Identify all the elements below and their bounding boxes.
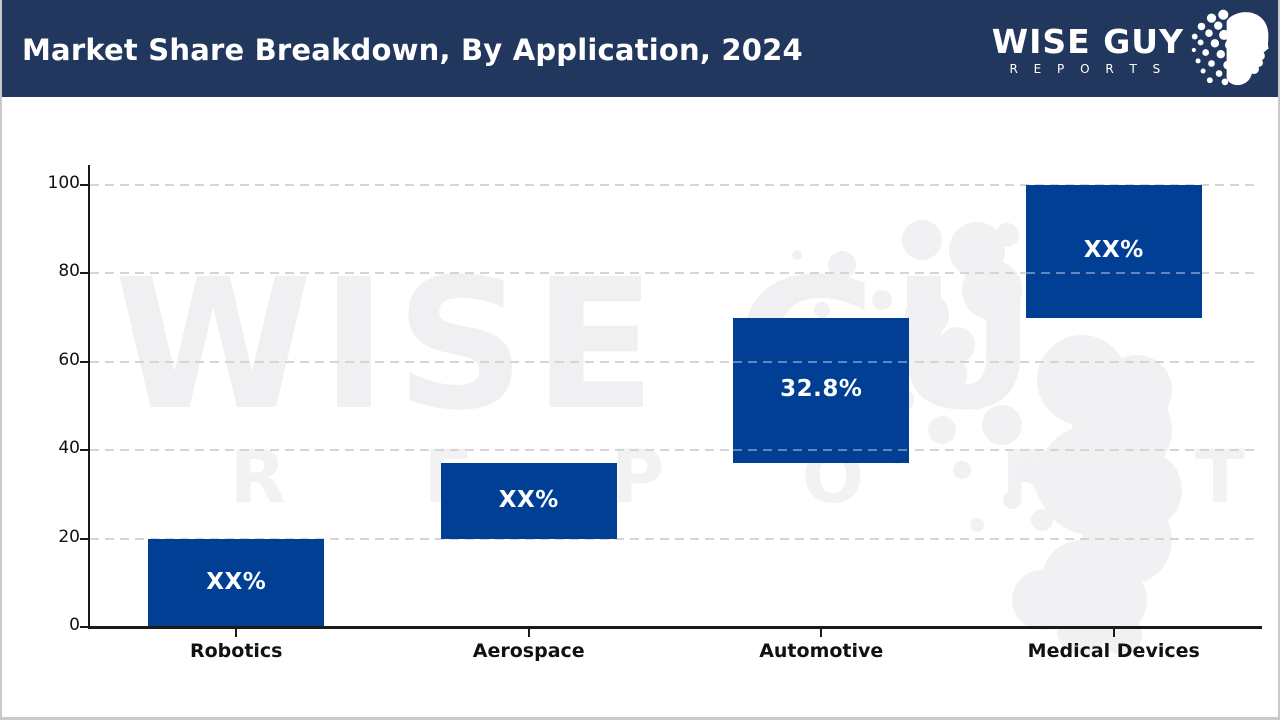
gridline-80 (90, 272, 1260, 275)
x-axis-line (88, 626, 1262, 629)
bar-value-label: XX% (498, 486, 559, 513)
gridline-20 (90, 537, 1260, 540)
x-category-label: Aerospace (472, 640, 585, 662)
brand-logo: WISE GUY R E P O R T S (992, 8, 1274, 92)
x-category-label: Robotics (189, 640, 283, 662)
y-tick-40 (80, 449, 89, 452)
y-tick-60 (80, 360, 89, 363)
y-tick-label-40: 40 (58, 438, 80, 459)
gridline-100 (90, 184, 1260, 186)
bar-value-label: XX% (1083, 237, 1144, 264)
x-category-label: Medical Devices (1027, 640, 1200, 662)
y-tick-100 (80, 184, 89, 186)
bar-medical-devices: XX% (1025, 185, 1202, 318)
y-tick-label-80: 80 (58, 261, 80, 282)
gridline-60 (90, 360, 1260, 363)
chart-title: Market Share Breakdown, By Application, … (22, 33, 803, 67)
gridline-over-bar (733, 449, 910, 452)
y-tick-label-20: 20 (58, 526, 80, 547)
gridline-over-bar (1025, 272, 1202, 275)
x-tick-2 (527, 629, 530, 637)
x-tick-4 (1112, 629, 1115, 637)
gridline-over-bar (733, 360, 910, 363)
y-tick-label-100: 100 (47, 173, 80, 193)
y-tick-20 (80, 537, 89, 540)
y-tick-label-0: 0 (69, 615, 80, 635)
x-tick-3 (820, 629, 823, 637)
y-tick-label-60: 60 (58, 349, 80, 370)
bar-aerospace: XX% (440, 462, 617, 539)
bar-value-label: XX% (206, 568, 267, 595)
bar-robotics: XX% (148, 538, 325, 627)
brand-head-icon (1191, 9, 1269, 86)
brand-logo-text: WISE GUY R E P O R T S (991, 21, 1184, 77)
brand-subtitle: R E P O R T S (1009, 61, 1167, 76)
header-bar: Market Share Breakdown, By Application, … (2, 0, 1278, 97)
bar-automotive: 32.8% (733, 317, 910, 463)
x-category-label: Automotive (759, 640, 884, 662)
x-tick-1 (235, 629, 238, 637)
y-axis-line (88, 165, 90, 628)
y-tick-80 (80, 272, 89, 275)
y-tick-0 (80, 626, 89, 628)
gridline-40 (90, 449, 1260, 452)
bar-value-label: 32.8% (780, 376, 863, 403)
brand-name: WISE GUY (991, 21, 1184, 61)
